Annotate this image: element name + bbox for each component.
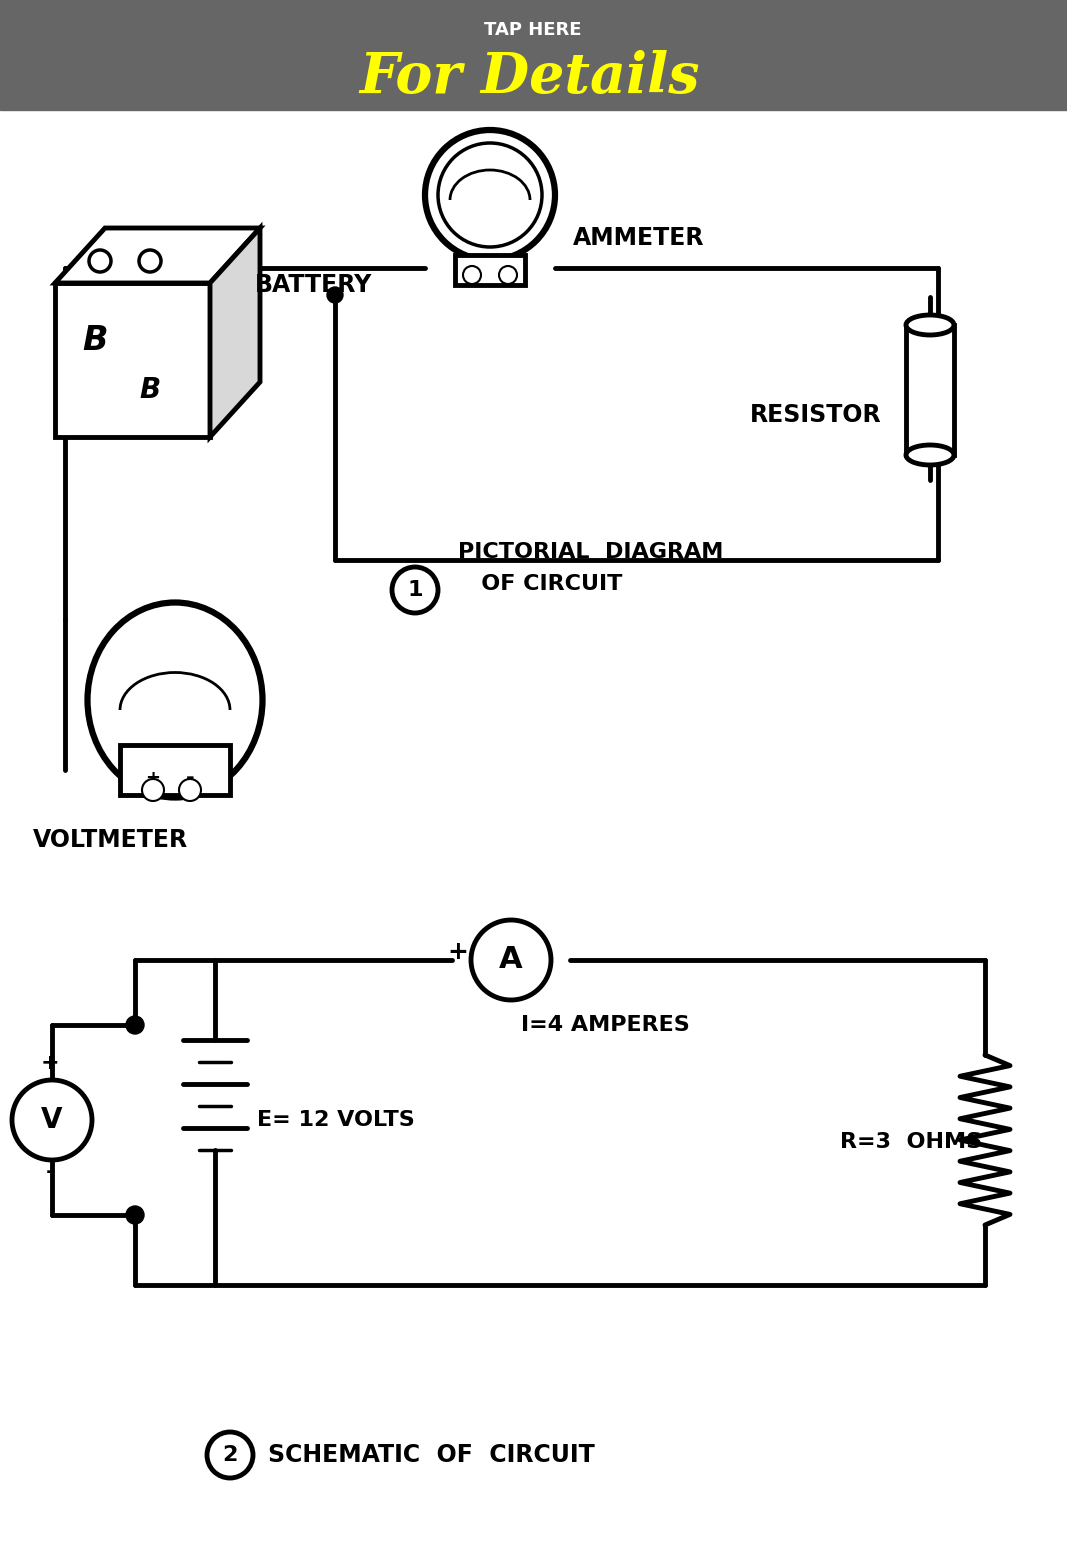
Circle shape (327, 287, 343, 302)
Text: 2: 2 (222, 1444, 238, 1464)
Text: A: A (499, 946, 523, 975)
Circle shape (392, 566, 437, 613)
Text: For Details: For Details (360, 51, 700, 105)
Text: +: + (447, 940, 468, 964)
Circle shape (139, 250, 161, 272)
Circle shape (179, 779, 201, 801)
Bar (0, 0, 1067, 110)
Circle shape (463, 265, 481, 284)
Text: SCHEMATIC  OF  CIRCUIT: SCHEMATIC OF CIRCUIT (268, 1443, 594, 1467)
Ellipse shape (87, 602, 262, 798)
Text: B: B (82, 324, 108, 356)
Text: +: + (41, 1052, 60, 1072)
Text: PICTORIAL  DIAGRAM
   OF CIRCUIT: PICTORIAL DIAGRAM OF CIRCUIT (458, 542, 723, 594)
Bar (455, 255, 525, 285)
Text: B: B (140, 376, 160, 404)
Circle shape (425, 130, 555, 261)
Ellipse shape (906, 315, 954, 335)
Circle shape (142, 779, 164, 801)
Circle shape (12, 1080, 92, 1160)
Circle shape (471, 920, 551, 1000)
Polygon shape (210, 228, 260, 437)
Text: RESISTOR: RESISTOR (750, 403, 881, 427)
Text: -: - (45, 1162, 54, 1182)
Text: +: + (145, 768, 160, 787)
Ellipse shape (906, 444, 954, 464)
Text: R=3  OHMS: R=3 OHMS (840, 1133, 982, 1153)
Text: TAP HERE: TAP HERE (484, 22, 582, 39)
Text: -: - (186, 768, 194, 788)
Circle shape (126, 1015, 144, 1034)
Text: VOLTMETER: VOLTMETER (32, 829, 188, 852)
Text: I=4 AMPERES: I=4 AMPERES (521, 1015, 689, 1035)
Text: AMMETER: AMMETER (573, 225, 704, 250)
Polygon shape (55, 282, 210, 437)
Text: E= 12 VOLTS: E= 12 VOLTS (257, 1109, 415, 1129)
Circle shape (207, 1432, 253, 1478)
Text: BATTERY: BATTERY (255, 273, 372, 296)
Text: 1: 1 (408, 580, 423, 600)
Bar (906, 326, 954, 455)
Text: V: V (42, 1106, 63, 1134)
Bar (120, 745, 230, 795)
Circle shape (89, 250, 111, 272)
Circle shape (499, 265, 517, 284)
Circle shape (437, 143, 542, 247)
Polygon shape (55, 228, 260, 282)
Circle shape (126, 1207, 144, 1224)
